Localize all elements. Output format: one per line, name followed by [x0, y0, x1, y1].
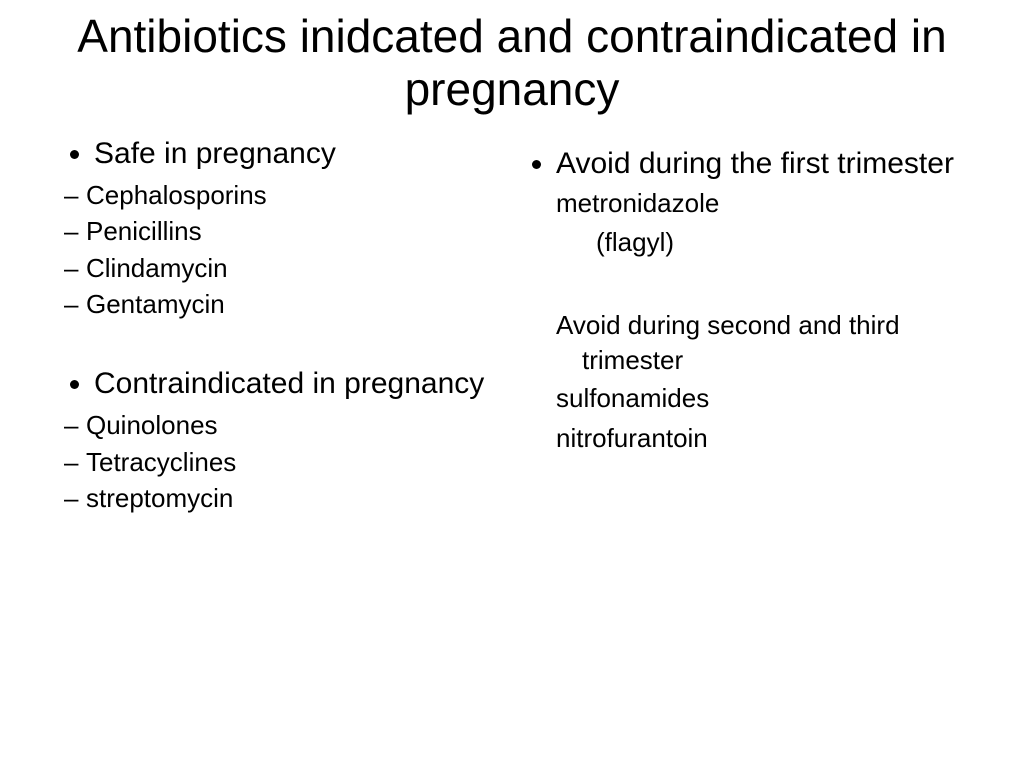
right-column: Avoid during the first trimester metroni… [512, 134, 964, 537]
left-section1-items: Cephalosporins Penicillins Clindamycin G… [60, 177, 502, 323]
slide-title: Antibiotics inidcated and contraindicate… [60, 10, 964, 116]
list-item: sulfonamides [522, 380, 964, 418]
content-columns: Safe in pregnancy Cephalosporins Penicil… [60, 134, 964, 537]
list-item: Tetracyclines [86, 444, 502, 480]
list-item: Gentamycin [86, 286, 502, 322]
left-list: Safe in pregnancy [60, 134, 502, 173]
right-list: Avoid during the first trimester [522, 144, 964, 183]
slide: Antibiotics inidcated and contraindicate… [0, 0, 1024, 768]
list-item: Quinolones [86, 407, 502, 443]
list-item: (flagyl) [522, 224, 964, 262]
right-section1-heading: Avoid during the first trimester [556, 144, 964, 183]
list-item: Penicillins [86, 213, 502, 249]
right-section2-heading: Avoid during second and third trimester [522, 308, 964, 378]
list-item: Clindamycin [86, 250, 502, 286]
list-item: streptomycin [86, 480, 502, 516]
list-item: nitrofurantoin [522, 420, 964, 458]
left-section1-heading: Safe in pregnancy [94, 134, 502, 173]
list-item: metronidazole [522, 185, 964, 223]
left-section2-items: Quinolones Tetracyclines streptomycin [60, 407, 502, 516]
list-item: Cephalosporins [86, 177, 502, 213]
left-section2-heading: Contraindicated in pregnancy [94, 364, 502, 403]
left-list-2: Contraindicated in pregnancy [60, 364, 502, 403]
left-column: Safe in pregnancy Cephalosporins Penicil… [60, 134, 512, 537]
